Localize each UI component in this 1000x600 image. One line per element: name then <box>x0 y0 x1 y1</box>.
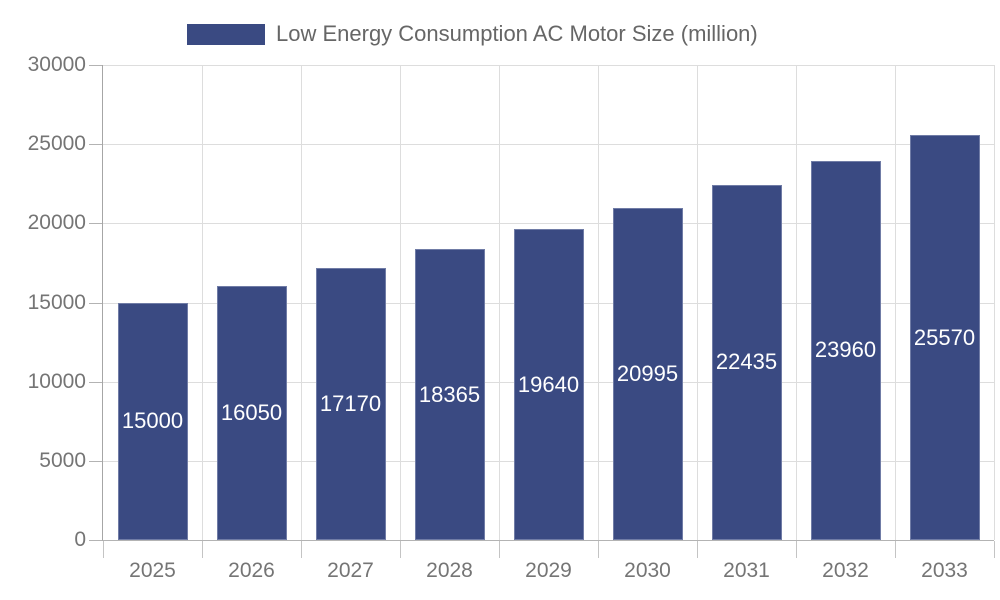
x-gridline <box>202 65 203 540</box>
x-axis-label: 2030 <box>624 559 671 582</box>
y-axis-label: 30000 <box>27 53 86 76</box>
x-axis-tick <box>400 541 401 558</box>
x-axis-tick <box>598 541 599 558</box>
bar-value-label: 20995 <box>616 360 679 386</box>
bar-value-label: 18365 <box>418 381 481 407</box>
x-axis-label: 2031 <box>723 559 770 582</box>
x-axis-tick <box>301 541 302 558</box>
x-gridline <box>796 65 797 540</box>
x-axis-label: 2028 <box>426 559 473 582</box>
x-axis-tick <box>895 541 896 558</box>
bar: 19640 <box>513 229 584 540</box>
y-axis-tick <box>89 144 102 146</box>
x-axis-label: 2032 <box>822 559 869 582</box>
y-axis-label: 0 <box>74 528 86 551</box>
y-axis-label: 15000 <box>27 290 86 314</box>
y-gridline <box>103 223 994 225</box>
bar: 18365 <box>414 249 485 540</box>
bar-value-label: 23960 <box>814 337 877 363</box>
y-axis-tick <box>89 302 102 304</box>
x-axis-tick <box>994 541 995 558</box>
bar: 20995 <box>612 207 683 540</box>
x-gridline <box>895 65 896 540</box>
bar: 17170 <box>315 268 386 540</box>
y-axis-tick <box>89 65 102 66</box>
y-axis-label: 25000 <box>27 132 86 156</box>
x-axis-label: 2029 <box>525 559 572 582</box>
bar: 16050 <box>216 285 287 540</box>
bar: 23960 <box>810 160 881 540</box>
x-gridline <box>400 65 401 540</box>
x-axis-label: 2033 <box>921 559 968 582</box>
x-gridline <box>994 65 995 540</box>
legend-label: Low Energy Consumption AC Motor Size (mi… <box>276 21 758 46</box>
y-axis-tick <box>89 460 102 462</box>
x-axis-label: 2027 <box>327 559 374 582</box>
bar-value-label: 15000 <box>121 408 184 434</box>
y-axis-label: 10000 <box>27 369 86 393</box>
x-gridline <box>697 65 698 540</box>
x-axis-tick <box>499 541 500 558</box>
y-gridline <box>103 65 994 66</box>
y-axis-tick <box>89 223 102 225</box>
x-gridline <box>499 65 500 540</box>
x-gridline <box>598 65 599 540</box>
bar-value-label: 25570 <box>913 324 976 350</box>
y-axis-label: 5000 <box>39 448 86 472</box>
legend: Low Energy Consumption AC Motor Size (mi… <box>187 21 758 47</box>
plot-area: 0 5000 10000 15000 20000 25000 30000 15000 2025 1… <box>28 53 995 582</box>
y-axis-label: 20000 <box>27 211 86 235</box>
bar: 22435 <box>711 184 782 540</box>
bar-value-label: 16050 <box>220 399 283 425</box>
y-gridline <box>103 144 994 146</box>
y-axis-tick <box>89 381 102 383</box>
x-axis-tick <box>796 541 797 558</box>
bar: 15000 <box>117 302 188 540</box>
bar-value-label: 22435 <box>715 349 778 375</box>
legend-swatch <box>187 23 265 45</box>
bar-value-label: 19640 <box>517 371 580 397</box>
x-axis-label: 2026 <box>228 559 275 582</box>
bar-value-label: 17170 <box>319 391 382 417</box>
y-axis-tick <box>89 540 102 541</box>
x-gridline <box>301 65 302 540</box>
x-axis-tick <box>103 541 104 558</box>
bar: 25570 <box>909 135 980 540</box>
x-axis-tick <box>202 541 203 558</box>
x-axis-label: 2025 <box>129 559 176 582</box>
x-axis-tick <box>697 541 698 558</box>
